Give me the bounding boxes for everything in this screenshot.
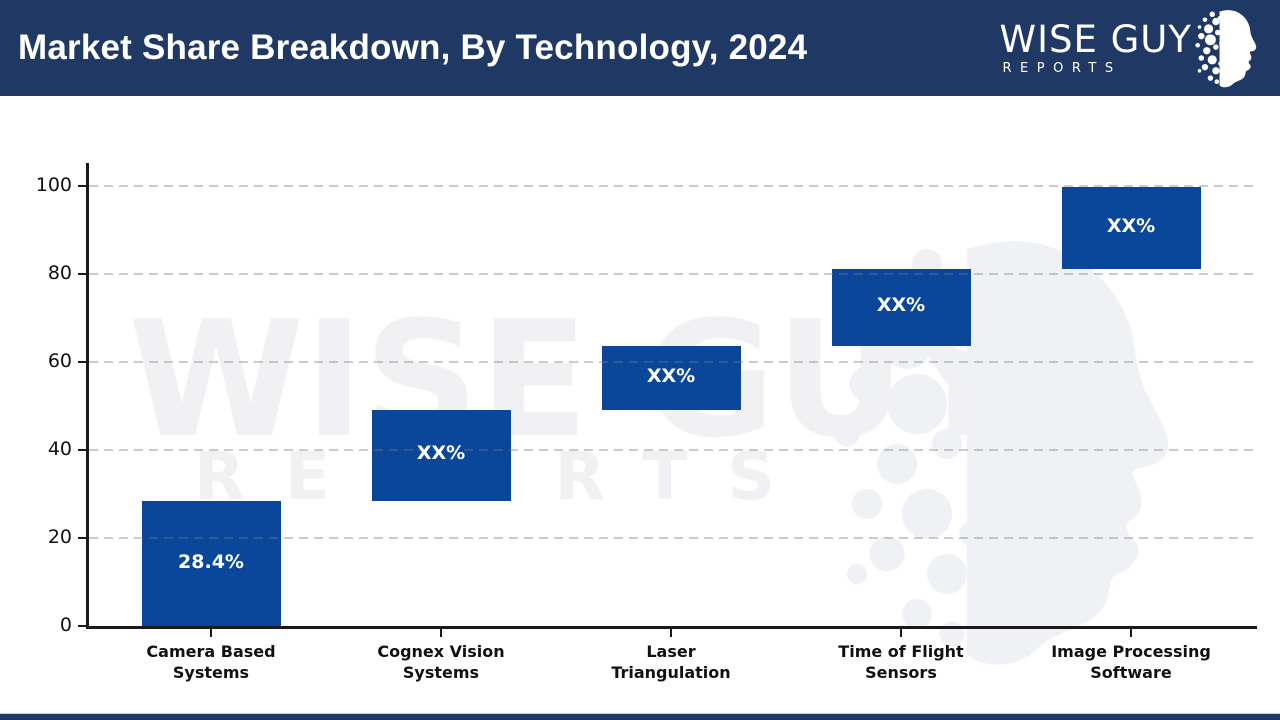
y-tick-mark: [78, 185, 86, 187]
header: Market Share Breakdown, By Technology, 2…: [0, 0, 1280, 96]
y-tick-mark: [78, 537, 86, 539]
y-tick-mark: [78, 449, 86, 451]
x-category-label: Laser Triangulation: [551, 641, 791, 683]
bar-segment: [1061, 186, 1201, 269]
y-tick-label: 20: [47, 526, 72, 548]
bar-value-label: XX%: [646, 364, 696, 387]
y-tick-mark: [78, 361, 86, 363]
x-tick-mark: [440, 629, 442, 637]
chart-title: Market Share Breakdown, By Technology, 2…: [18, 28, 808, 67]
logo-name: WISE GUY: [999, 17, 1192, 61]
y-tick-label: 0: [59, 614, 72, 636]
bar-segment: [371, 409, 511, 502]
logo-sub-name: REPORTS: [1002, 60, 1122, 76]
x-category-label: Camera Based Systems: [91, 641, 331, 683]
x-category-label-line: Sensors: [865, 663, 937, 682]
y-tick-label: 100: [35, 174, 72, 196]
x-category-label-line: Cognex Vision: [377, 642, 505, 661]
x-category-label: Time of Flight Sensors: [781, 641, 1021, 683]
y-tick-mark: [78, 273, 86, 275]
bar-segment: [601, 346, 741, 410]
y-axis-spine: [86, 163, 89, 628]
bar-value-label: 28.4%: [178, 550, 244, 573]
x-category-label-line: Camera Based: [146, 642, 276, 661]
bar-segment: [831, 268, 971, 347]
x-category-label-line: Systems: [402, 663, 480, 682]
x-category-label-line: Triangulation: [611, 663, 731, 682]
x-category-label-line: Time of Flight: [838, 642, 964, 661]
x-category-label-line: Systems: [172, 663, 250, 682]
y-tick-label: 60: [47, 350, 72, 372]
y-tick-mark: [78, 625, 86, 627]
x-category-label-line: Software: [1090, 663, 1172, 682]
y-tick-label: 40: [47, 438, 72, 460]
logo-text: WISE GUY REPORTS: [1000, 21, 1192, 76]
x-tick-mark: [210, 629, 212, 637]
y-tick-label: 80: [47, 262, 72, 284]
bar-segment: [141, 501, 281, 626]
x-tick-mark: [900, 629, 902, 637]
bar-value-label: XX%: [416, 442, 466, 465]
wiseguy-logo: WISE GUY REPORTS: [1000, 7, 1262, 89]
x-category-label-line: Laser: [646, 642, 696, 661]
bar-value-label: XX%: [1106, 214, 1156, 237]
chart-canvas: WISE GUY REPORTS 02040608010028.4%Camera…: [0, 96, 1280, 714]
bar-value-label: XX%: [876, 294, 926, 317]
gridline: [89, 449, 1257, 451]
x-category-label: Cognex Vision Systems: [321, 641, 561, 683]
x-category-label: Image Processing Software: [1011, 641, 1251, 683]
footer-bar: [0, 713, 1280, 720]
x-tick-mark: [1130, 629, 1132, 637]
x-tick-mark: [670, 629, 672, 637]
gridline: [89, 273, 1257, 275]
x-category-label-line: Image Processing: [1051, 642, 1211, 661]
x-axis-spine: [86, 626, 1257, 629]
